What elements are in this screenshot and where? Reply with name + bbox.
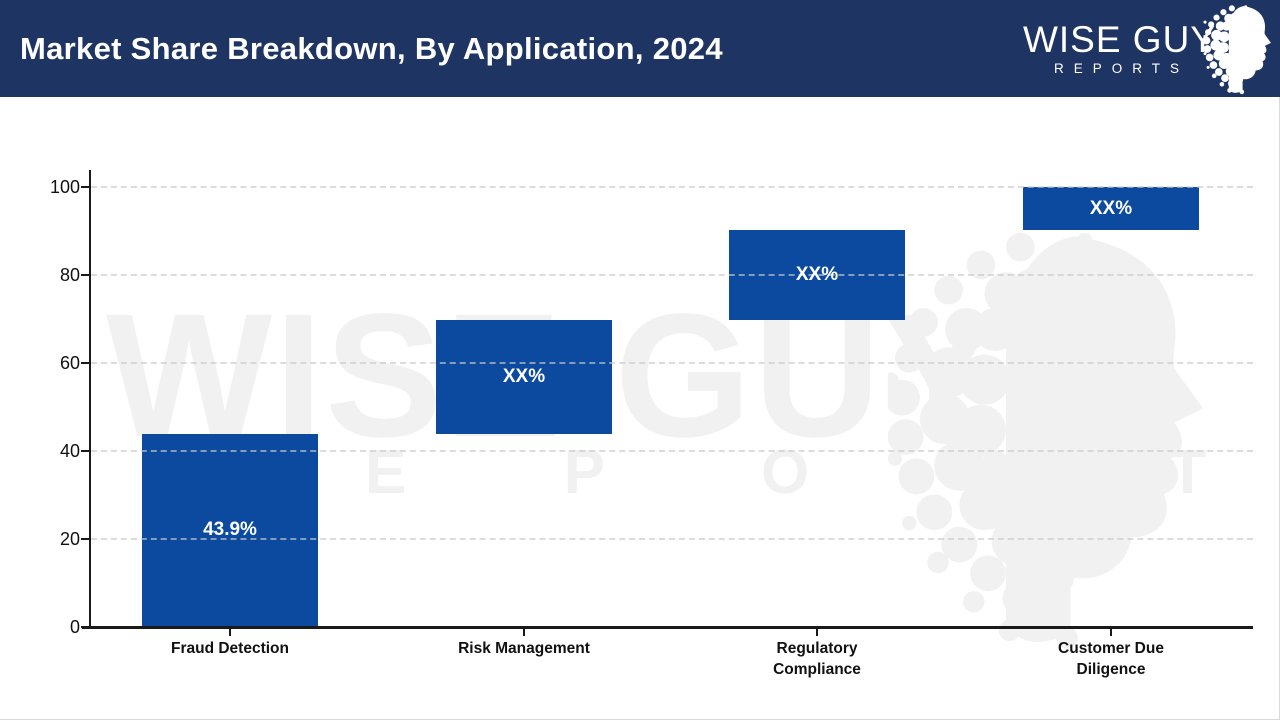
logo-wordmark: WISE GUY xyxy=(1022,19,1216,60)
bar-segment xyxy=(142,433,318,627)
bar-segment xyxy=(436,320,612,434)
x-tick-mark xyxy=(1110,629,1112,636)
gridline-100 xyxy=(91,186,1253,188)
bar-segment xyxy=(1023,187,1199,231)
x-category-label: Regulatory Compliance xyxy=(773,640,861,678)
y-tick-mark-0 xyxy=(81,626,90,628)
x-tick-mark xyxy=(523,629,525,636)
x-category-label: Fraud Detection xyxy=(171,640,289,657)
y-tick-mark-100 xyxy=(81,186,90,188)
y-tick-label-100: 100 xyxy=(49,177,80,197)
y-tick-label-20: 20 xyxy=(59,529,80,549)
y-tick-mark-40 xyxy=(81,450,90,452)
x-category-label: Risk Management xyxy=(458,640,590,657)
brand-logo-text: WISE GUY REPORTS xyxy=(1023,21,1216,76)
gridline-60 xyxy=(91,362,1253,364)
header-bar: Market Share Breakdown, By Application, … xyxy=(0,0,1280,97)
bar-value-label: 43.9% xyxy=(203,519,257,541)
page-title: Market Share Breakdown, By Application, … xyxy=(20,30,723,66)
bar-value-label: XX% xyxy=(502,366,546,388)
x-tick-mark xyxy=(229,629,231,636)
gridline-40 xyxy=(91,450,1253,452)
gridline-20 xyxy=(91,538,1253,540)
y-tick-label-0: 0 xyxy=(69,617,80,637)
bar-value-label: XX% xyxy=(1089,197,1133,219)
y-tick-mark-80 xyxy=(81,274,90,276)
x-tick-mark xyxy=(816,629,818,636)
y-tick-mark-60 xyxy=(81,362,90,364)
x-axis-line xyxy=(82,626,1253,629)
bar-value-label: XX% xyxy=(795,264,839,286)
y-tick-label-60: 60 xyxy=(59,353,80,373)
gridline-80 xyxy=(91,274,1253,276)
y-tick-label-40: 40 xyxy=(59,441,80,461)
brand-logo: WISE GUY REPORTS xyxy=(1023,3,1274,95)
y-axis-line xyxy=(89,170,91,629)
watermark-dotted-head-icon xyxy=(884,222,1214,652)
y-tick-label-80: 80 xyxy=(59,265,80,285)
logo-reports-label: REPORTS xyxy=(1053,61,1189,76)
x-category-label: Customer Due Diligence xyxy=(1058,640,1164,678)
y-tick-mark-20 xyxy=(81,538,90,540)
